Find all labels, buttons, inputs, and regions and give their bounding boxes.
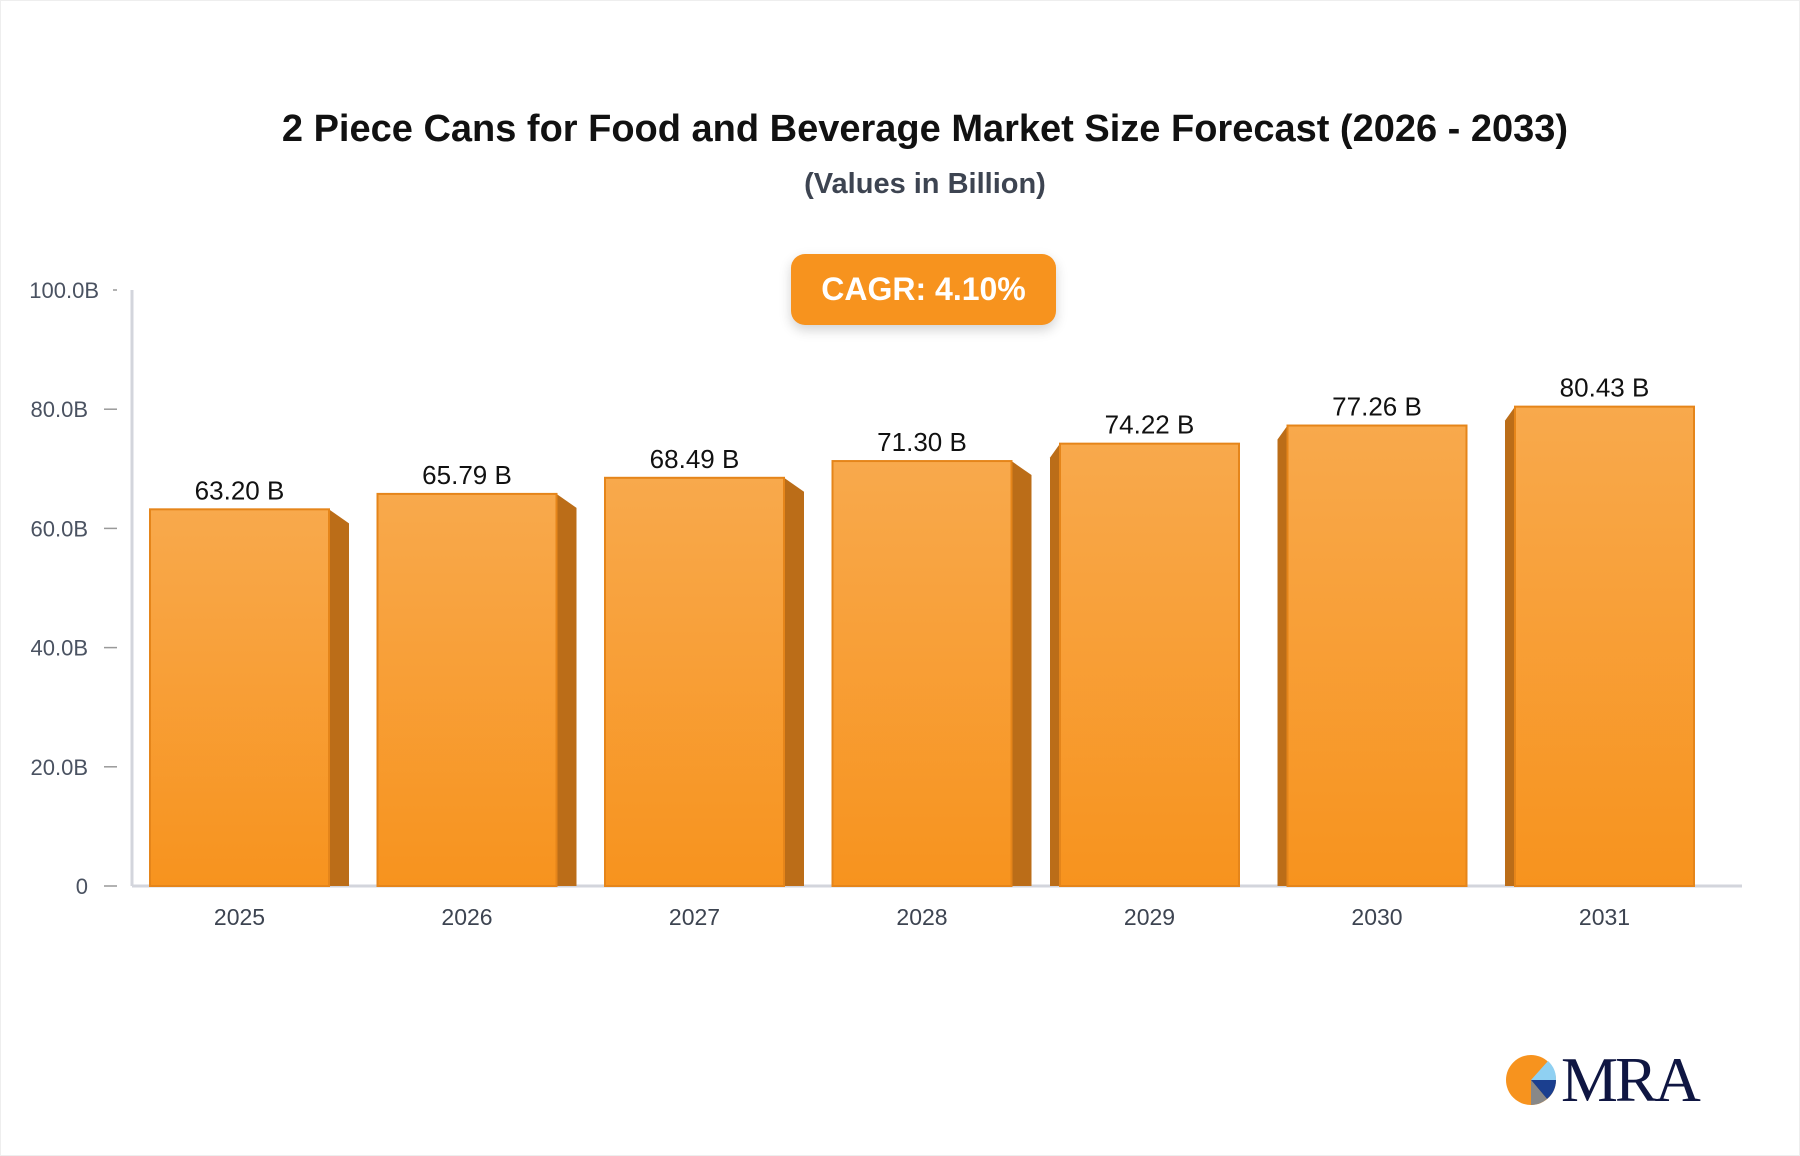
data-label: 63.20 B — [195, 475, 285, 505]
y-tick-label: 0 — [76, 874, 88, 899]
bar — [376, 492, 558, 887]
bar-side — [1050, 443, 1060, 886]
cagr-badge: CAGR: 4.10% — [791, 254, 1056, 325]
x-tick-label: 2026 — [441, 904, 492, 930]
x-tick-label: 2029 — [1124, 904, 1175, 930]
data-label: 71.30 B — [877, 427, 967, 457]
y-tick-label: 80.0B — [31, 397, 89, 422]
y-tick-label: 60.0B — [31, 516, 89, 541]
bar — [604, 476, 785, 887]
bar — [1059, 442, 1240, 887]
chart-subtitle: (Values in Billion) — [804, 168, 1046, 200]
x-tick-label: 2027 — [669, 904, 720, 930]
y-tick-label: 20.0B — [31, 755, 89, 780]
bar-side — [556, 493, 577, 886]
data-label: 77.26 B — [1332, 392, 1422, 422]
bar — [1514, 405, 1695, 887]
x-tick-label: 2031 — [1579, 904, 1630, 930]
bar — [831, 460, 1013, 887]
data-label: 68.49 B — [650, 444, 740, 474]
data-label: 65.79 B — [422, 460, 512, 490]
bar-side — [329, 509, 349, 886]
bar-side — [784, 477, 804, 886]
y-tick-label: 40.0B — [31, 636, 89, 661]
x-tick-label: 2030 — [1351, 904, 1402, 930]
bar — [149, 508, 330, 887]
data-label: 80.43 B — [1560, 373, 1650, 403]
bar-side — [1011, 461, 1032, 886]
bar-side — [1505, 406, 1515, 886]
chart-title: 2 Piece Cans for Food and Beverage Marke… — [281, 108, 1569, 150]
x-tick-label: 2028 — [896, 904, 947, 930]
logo-text: MRA — [1561, 1044, 1701, 1115]
y-tick-label: 100.0B — [29, 278, 99, 303]
bar — [1286, 424, 1468, 887]
x-tick-label: 2025 — [214, 904, 265, 930]
pie-logo-icon — [1506, 1055, 1557, 1105]
mra-logo: MRA — [1505, 1043, 1701, 1117]
data-label: 74.22 B — [1105, 410, 1195, 440]
bar-side — [1277, 425, 1288, 886]
